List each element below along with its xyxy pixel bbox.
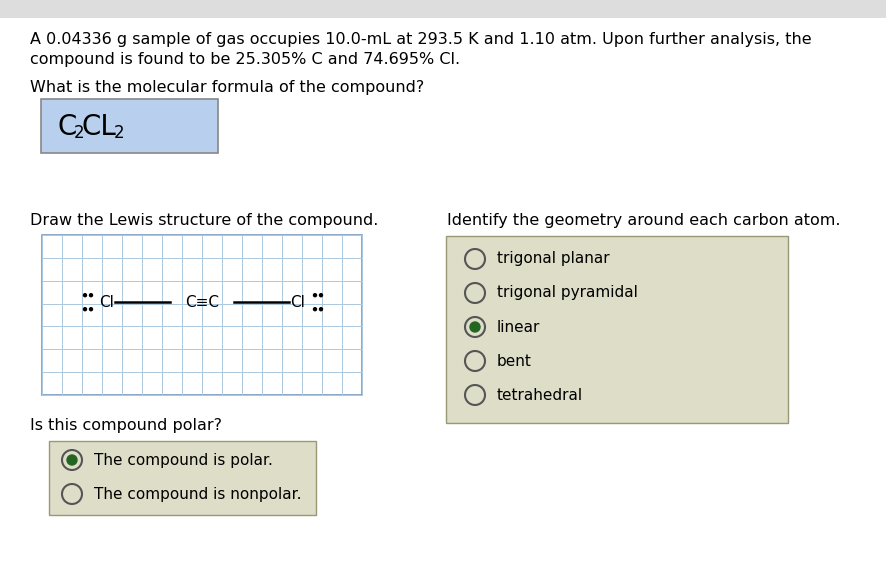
Circle shape bbox=[319, 308, 323, 311]
Text: The compound is polar.: The compound is polar. bbox=[94, 452, 273, 468]
Circle shape bbox=[89, 294, 92, 297]
Text: The compound is nonpolar.: The compound is nonpolar. bbox=[94, 487, 301, 501]
Circle shape bbox=[470, 322, 479, 332]
Text: Identify the geometry around each carbon atom.: Identify the geometry around each carbon… bbox=[447, 213, 840, 228]
FancyBboxPatch shape bbox=[49, 441, 315, 515]
Text: trigonal planar: trigonal planar bbox=[496, 252, 609, 266]
Text: C: C bbox=[58, 113, 77, 141]
Text: Draw the Lewis structure of the compound.: Draw the Lewis structure of the compound… bbox=[30, 213, 378, 228]
Text: A 0.04336 g sample of gas occupies 10.0-mL at 293.5 K and 1.10 atm. Upon further: A 0.04336 g sample of gas occupies 10.0-… bbox=[30, 32, 811, 47]
Text: 2: 2 bbox=[74, 124, 84, 142]
Circle shape bbox=[83, 294, 87, 297]
FancyBboxPatch shape bbox=[446, 236, 787, 423]
Text: linear: linear bbox=[496, 320, 540, 334]
Text: tetrahedral: tetrahedral bbox=[496, 388, 582, 402]
Text: bent: bent bbox=[496, 353, 532, 369]
Text: Cl: Cl bbox=[99, 294, 113, 310]
Circle shape bbox=[83, 308, 87, 311]
Text: Cl: Cl bbox=[290, 294, 305, 310]
Text: 2: 2 bbox=[114, 124, 125, 142]
Circle shape bbox=[67, 455, 77, 465]
Text: Is this compound polar?: Is this compound polar? bbox=[30, 418, 222, 433]
FancyBboxPatch shape bbox=[41, 99, 218, 153]
Circle shape bbox=[313, 294, 316, 297]
FancyBboxPatch shape bbox=[42, 235, 361, 395]
Text: C≡C: C≡C bbox=[185, 294, 219, 310]
Circle shape bbox=[319, 294, 323, 297]
Text: What is the molecular formula of the compound?: What is the molecular formula of the com… bbox=[30, 80, 424, 95]
FancyBboxPatch shape bbox=[0, 0, 886, 18]
Circle shape bbox=[313, 308, 316, 311]
Text: CL: CL bbox=[82, 113, 117, 141]
Text: trigonal pyramidal: trigonal pyramidal bbox=[496, 285, 637, 301]
Circle shape bbox=[89, 308, 92, 311]
Text: compound is found to be 25.305% C and 74.695% Cl.: compound is found to be 25.305% C and 74… bbox=[30, 52, 460, 67]
